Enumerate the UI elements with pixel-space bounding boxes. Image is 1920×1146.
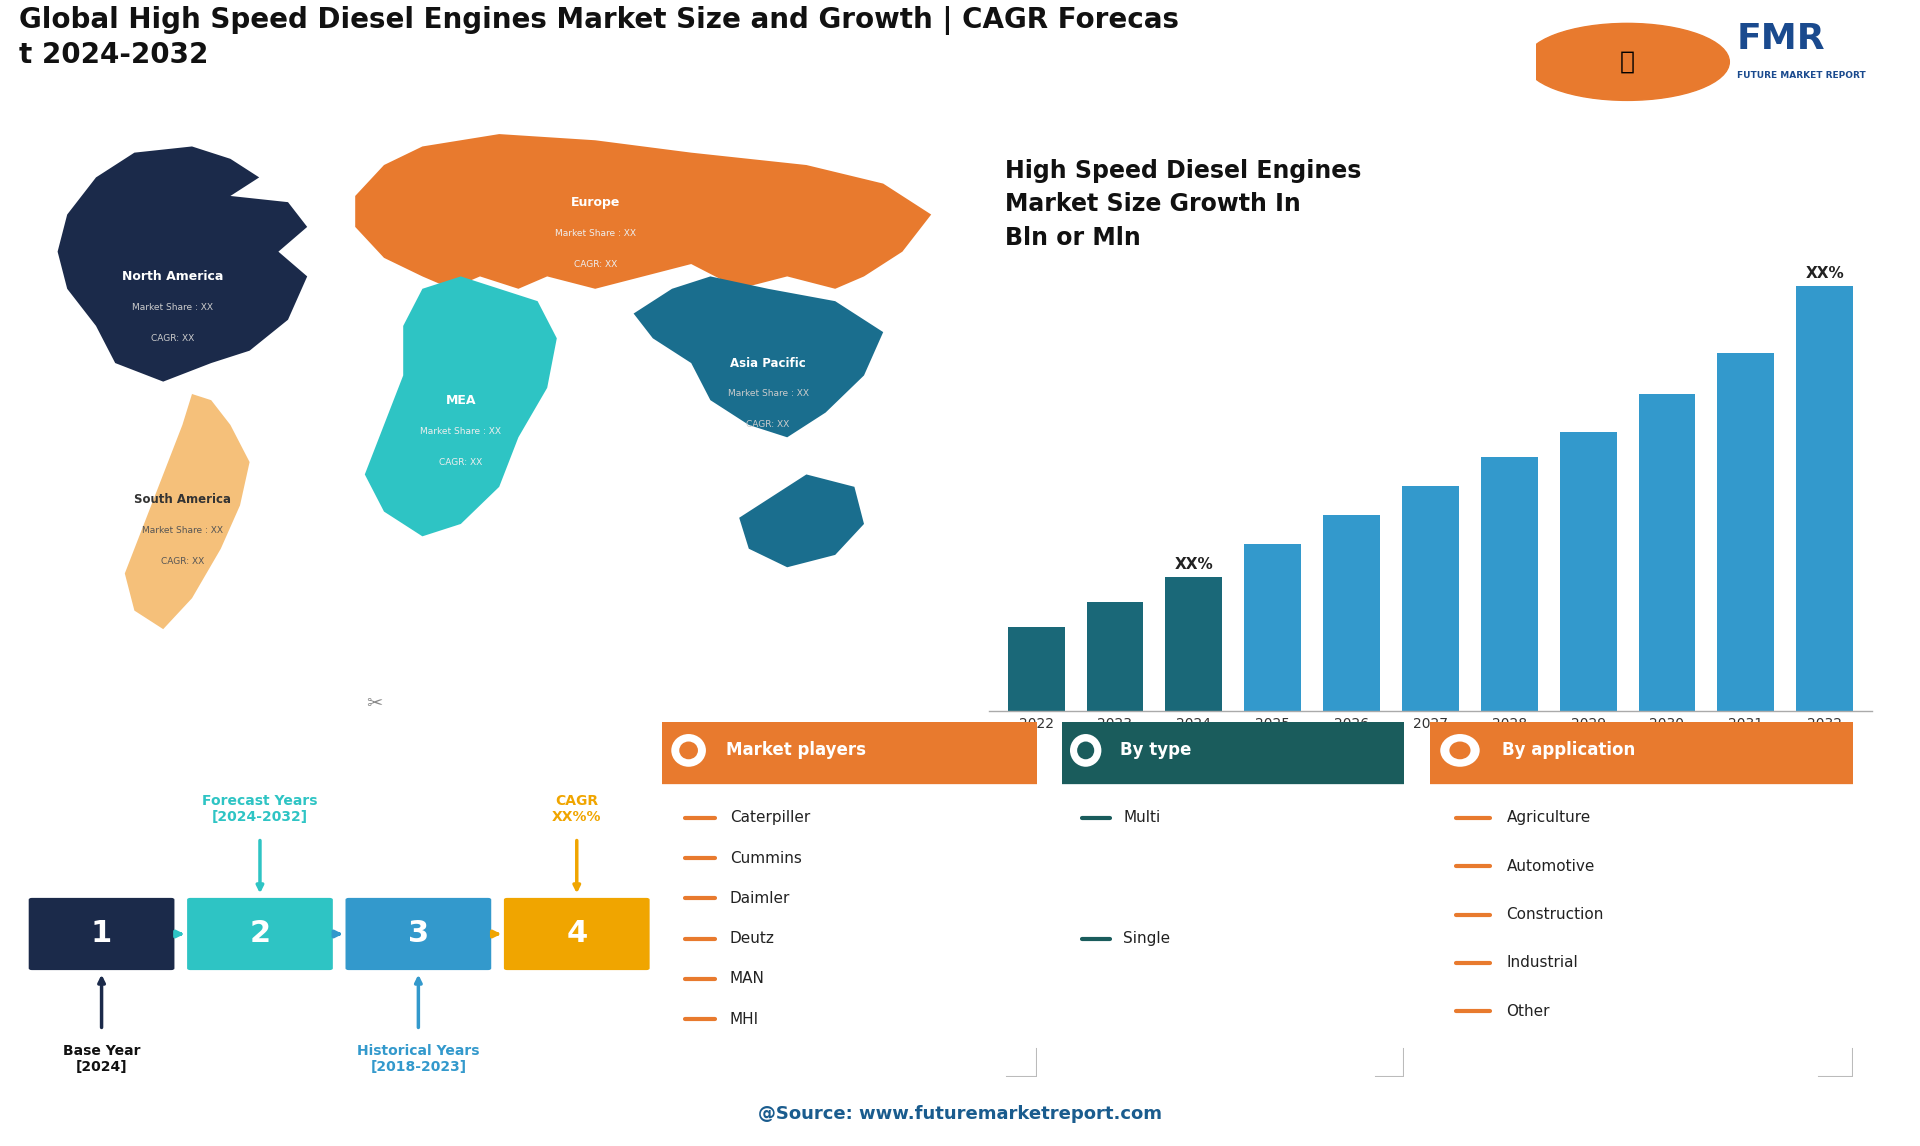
Text: 1: 1 (90, 919, 111, 949)
Polygon shape (125, 394, 250, 629)
Bar (1480, 457, 1538, 711)
Text: Multi: Multi (1123, 810, 1160, 825)
Text: FMR: FMR (1736, 22, 1826, 55)
Bar (1718, 353, 1774, 711)
Text: @Source: www.futuremarketreport.com: @Source: www.futuremarketreport.com (758, 1106, 1162, 1123)
Bar (1402, 486, 1459, 711)
Polygon shape (365, 276, 557, 536)
Text: Global High Speed Diesel Engines Market Size and Growth | CAGR Forecas
t 2024-20: Global High Speed Diesel Engines Market … (19, 6, 1179, 69)
Text: 🔭: 🔭 (1620, 50, 1634, 73)
Text: Market Share : XX: Market Share : XX (728, 390, 808, 399)
Text: Construction: Construction (1507, 906, 1603, 923)
Bar (1087, 603, 1144, 711)
Circle shape (1077, 741, 1094, 760)
Text: Forecast Years
[2024-2032]: Forecast Years [2024-2032] (202, 794, 317, 824)
Text: Market Share : XX: Market Share : XX (142, 526, 223, 535)
Bar (1008, 627, 1064, 711)
Text: Automotive: Automotive (1507, 858, 1596, 873)
Text: 2: 2 (250, 919, 271, 949)
FancyBboxPatch shape (1056, 716, 1409, 784)
FancyBboxPatch shape (657, 716, 1043, 784)
Text: Agriculture: Agriculture (1507, 810, 1590, 825)
Bar (1638, 394, 1695, 711)
Text: North America: North America (123, 270, 223, 283)
Polygon shape (739, 474, 864, 567)
Text: Base Year
[2024]: Base Year [2024] (63, 1044, 140, 1074)
Text: MAN: MAN (730, 972, 764, 987)
Text: Historical Years
[2018-2023]: Historical Years [2018-2023] (357, 1044, 480, 1074)
Text: CAGR
XX%%: CAGR XX%% (553, 794, 601, 824)
Text: Single: Single (1123, 932, 1171, 947)
Text: XX%: XX% (1805, 266, 1843, 281)
FancyBboxPatch shape (186, 898, 332, 970)
Text: Europe: Europe (570, 196, 620, 209)
Bar (1559, 432, 1617, 711)
Text: Market Share : XX: Market Share : XX (132, 303, 213, 312)
FancyBboxPatch shape (1058, 783, 1407, 1081)
Bar (1797, 286, 1853, 711)
Text: Market Share : XX: Market Share : XX (420, 426, 501, 435)
Bar (1244, 544, 1302, 711)
Polygon shape (58, 147, 307, 382)
Text: Other: Other (1507, 1004, 1549, 1019)
Text: MHI: MHI (730, 1012, 758, 1027)
Text: ✂: ✂ (367, 694, 382, 713)
Text: Cummins: Cummins (730, 850, 803, 865)
FancyBboxPatch shape (659, 783, 1041, 1081)
Text: Deutz: Deutz (730, 932, 774, 947)
Text: Caterpiller: Caterpiller (730, 810, 810, 825)
Text: 3: 3 (407, 919, 428, 949)
FancyBboxPatch shape (29, 898, 175, 970)
Text: Market players: Market players (726, 741, 866, 760)
Text: By application: By application (1501, 741, 1636, 760)
Circle shape (680, 741, 699, 760)
Bar (1165, 578, 1223, 711)
Circle shape (1438, 732, 1480, 768)
FancyBboxPatch shape (346, 898, 492, 970)
Text: CAGR: XX: CAGR: XX (574, 259, 616, 268)
Text: Industrial: Industrial (1507, 956, 1578, 971)
Text: CAGR: XX: CAGR: XX (161, 557, 204, 566)
FancyBboxPatch shape (1427, 783, 1857, 1081)
Polygon shape (355, 134, 931, 289)
Text: 4: 4 (566, 919, 588, 949)
Text: Daimler: Daimler (730, 890, 791, 906)
Text: MEA: MEA (445, 394, 476, 407)
Text: XX%: XX% (1175, 557, 1213, 572)
Bar (1323, 515, 1380, 711)
Polygon shape (634, 276, 883, 438)
Circle shape (1524, 23, 1730, 101)
FancyBboxPatch shape (1425, 716, 1859, 784)
Text: Market Share : XX: Market Share : XX (555, 228, 636, 237)
Circle shape (1450, 741, 1471, 760)
Text: By type: By type (1119, 741, 1190, 760)
Text: CAGR: XX: CAGR: XX (747, 421, 789, 430)
Text: South America: South America (134, 493, 230, 505)
Text: CAGR: XX: CAGR: XX (152, 333, 194, 343)
Text: High Speed Diesel Engines
Market Size Growth In
Bln or Mln: High Speed Diesel Engines Market Size Gr… (1004, 159, 1361, 250)
Text: Asia Pacific: Asia Pacific (730, 356, 806, 369)
FancyBboxPatch shape (503, 898, 649, 970)
Text: FUTURE MARKET REPORT: FUTURE MARKET REPORT (1736, 71, 1866, 80)
Circle shape (1069, 732, 1102, 768)
Circle shape (670, 732, 707, 768)
Text: CAGR: XX: CAGR: XX (440, 457, 482, 466)
